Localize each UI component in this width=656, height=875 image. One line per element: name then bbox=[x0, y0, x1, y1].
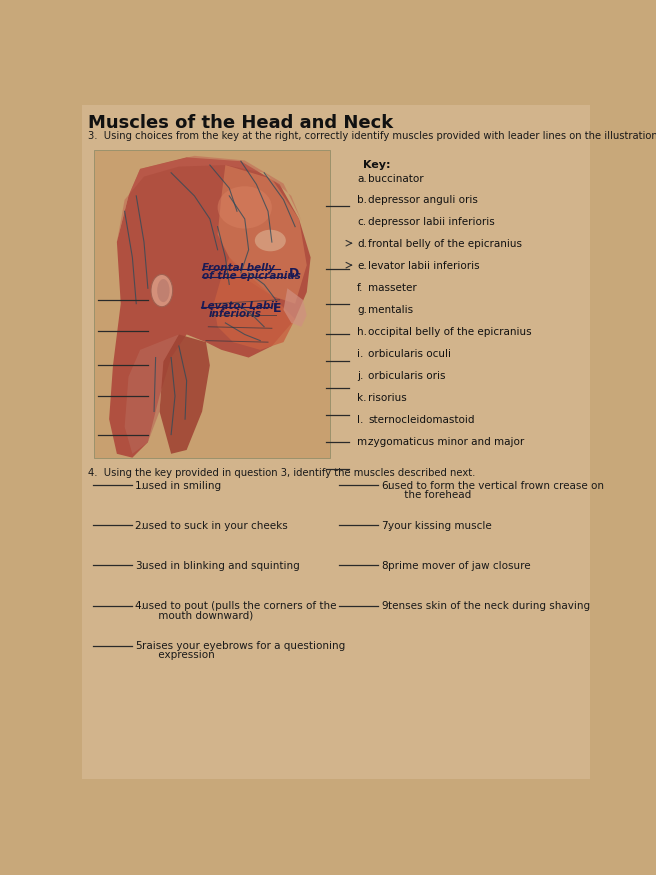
Text: D: D bbox=[289, 267, 299, 280]
Text: tenses skin of the neck during shaving: tenses skin of the neck during shaving bbox=[388, 601, 590, 611]
Text: inferioris: inferioris bbox=[209, 309, 261, 319]
Text: risorius: risorius bbox=[368, 393, 407, 403]
Polygon shape bbox=[125, 334, 179, 454]
Text: orbicularis oculi: orbicularis oculi bbox=[368, 349, 451, 359]
Text: depressor anguli oris: depressor anguli oris bbox=[368, 195, 478, 206]
Text: m.: m. bbox=[357, 437, 371, 447]
Text: d.: d. bbox=[357, 240, 367, 249]
Text: of the epicranius: of the epicranius bbox=[202, 271, 301, 282]
Text: occipital belly of the epicranius: occipital belly of the epicranius bbox=[368, 327, 531, 337]
Text: used to suck in your cheeks: used to suck in your cheeks bbox=[142, 521, 287, 531]
Text: a.: a. bbox=[357, 173, 367, 184]
Text: e.: e. bbox=[357, 262, 367, 271]
Text: your kissing muscle: your kissing muscle bbox=[388, 521, 492, 531]
FancyBboxPatch shape bbox=[82, 105, 590, 779]
Text: mouth downward): mouth downward) bbox=[142, 610, 253, 620]
Text: 2.: 2. bbox=[134, 521, 145, 531]
Text: raises your eyebrows for a questioning: raises your eyebrows for a questioning bbox=[142, 640, 345, 651]
Text: h.: h. bbox=[357, 327, 367, 337]
Text: Key:: Key: bbox=[363, 160, 391, 171]
Text: buccinator: buccinator bbox=[368, 173, 424, 184]
Text: j.: j. bbox=[357, 371, 363, 381]
Text: sternocleidomastoid: sternocleidomastoid bbox=[368, 415, 474, 425]
Text: 3.  Using choices from the key at the right, correctly identify muscles provided: 3. Using choices from the key at the rig… bbox=[88, 131, 656, 141]
Polygon shape bbox=[159, 334, 210, 454]
Text: frontal belly of the epicranius: frontal belly of the epicranius bbox=[368, 240, 522, 249]
FancyBboxPatch shape bbox=[94, 150, 330, 458]
Ellipse shape bbox=[151, 275, 173, 307]
Text: i.: i. bbox=[357, 349, 363, 359]
Text: g.: g. bbox=[357, 305, 367, 315]
Text: mentalis: mentalis bbox=[368, 305, 413, 315]
Polygon shape bbox=[283, 288, 307, 326]
Polygon shape bbox=[218, 165, 307, 304]
Text: depressor labii inferioris: depressor labii inferioris bbox=[368, 217, 495, 228]
Text: 9.: 9. bbox=[381, 601, 391, 611]
Text: 1.: 1. bbox=[134, 480, 145, 491]
Polygon shape bbox=[109, 158, 311, 458]
Text: the forehead: the forehead bbox=[388, 490, 472, 500]
Ellipse shape bbox=[218, 186, 272, 228]
Text: 4.  Using the key provided in question 3, identify the muscles described next.: 4. Using the key provided in question 3,… bbox=[88, 468, 476, 479]
Polygon shape bbox=[214, 257, 295, 350]
Text: 5.: 5. bbox=[134, 640, 145, 651]
Text: masseter: masseter bbox=[368, 284, 417, 293]
Text: used to form the vertical frown crease on: used to form the vertical frown crease o… bbox=[388, 480, 604, 491]
Ellipse shape bbox=[157, 279, 169, 302]
Text: 6.: 6. bbox=[381, 480, 391, 491]
Text: used to pout (pulls the corners of the: used to pout (pulls the corners of the bbox=[142, 601, 336, 611]
Text: 3.: 3. bbox=[134, 561, 145, 570]
Text: used in smiling: used in smiling bbox=[142, 480, 221, 491]
Text: b.: b. bbox=[357, 195, 367, 206]
Text: 8.: 8. bbox=[381, 561, 391, 570]
Text: Frontal belly: Frontal belly bbox=[202, 262, 275, 273]
Text: E: E bbox=[273, 302, 281, 315]
Text: prime mover of jaw closure: prime mover of jaw closure bbox=[388, 561, 531, 570]
Text: l.: l. bbox=[357, 415, 363, 425]
Text: f.: f. bbox=[357, 284, 363, 293]
Text: 4.: 4. bbox=[134, 601, 145, 611]
Text: levator labii inferioris: levator labii inferioris bbox=[368, 262, 480, 271]
Text: orbicularis oris: orbicularis oris bbox=[368, 371, 445, 381]
Text: Muscles of the Head and Neck: Muscles of the Head and Neck bbox=[88, 115, 394, 132]
Text: Levator Labii: Levator Labii bbox=[201, 301, 277, 311]
Text: zygomaticus minor and major: zygomaticus minor and major bbox=[368, 437, 524, 447]
Polygon shape bbox=[117, 156, 301, 304]
Ellipse shape bbox=[255, 230, 286, 251]
Text: 7.: 7. bbox=[381, 521, 391, 531]
Text: used in blinking and squinting: used in blinking and squinting bbox=[142, 561, 299, 570]
Text: c.: c. bbox=[357, 217, 366, 228]
Text: k.: k. bbox=[357, 393, 367, 403]
Text: expression: expression bbox=[142, 650, 215, 660]
